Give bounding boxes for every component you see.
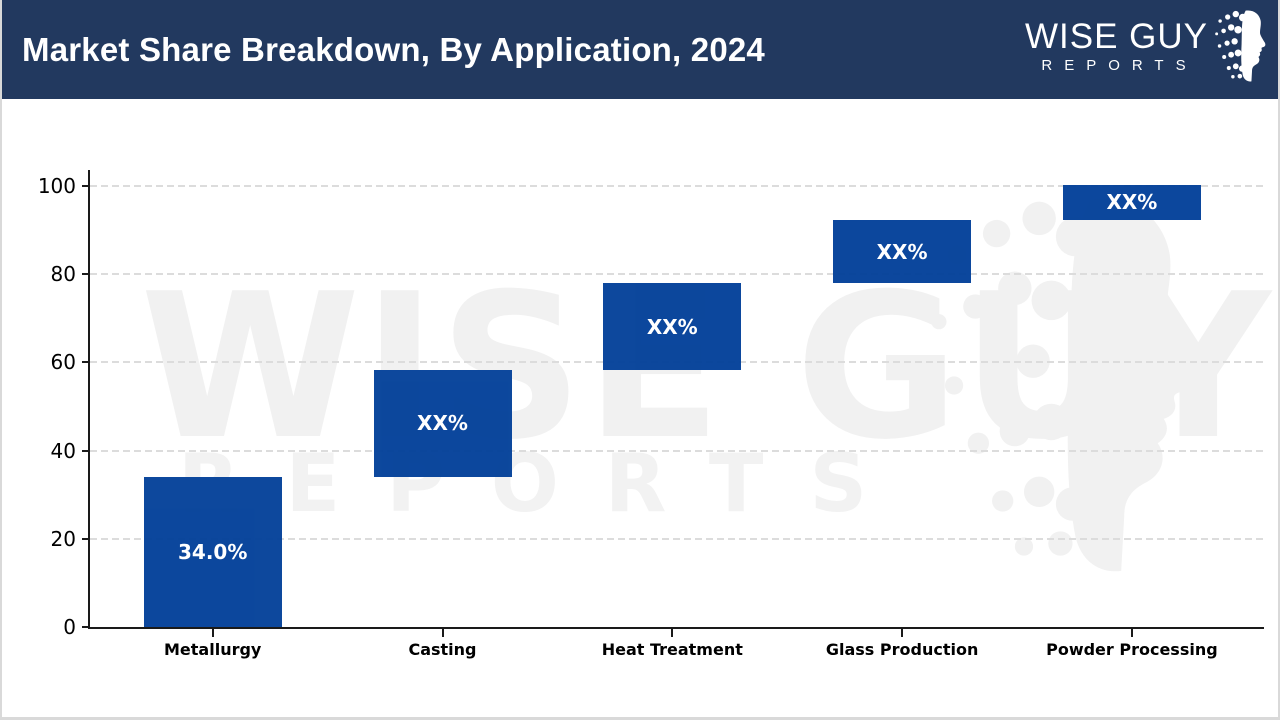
header-bar: Market Share Breakdown, By Application, … [2, 0, 1278, 99]
x-tick-3 [671, 629, 674, 637]
bar-value-label: XX% [646, 314, 698, 339]
x-category-label: Heat Treatment [601, 640, 743, 659]
bar-value-label: XX% [1106, 190, 1158, 215]
logo-wordmark: WISE GUY REPORTS [1025, 18, 1208, 74]
gridline-y20 [90, 537, 1264, 540]
x-category-label: Casting [408, 640, 477, 659]
y-tick-20 [82, 537, 90, 540]
y-tick-label-100: 100 [37, 174, 76, 198]
bar-glass-production: XX% [833, 219, 972, 284]
bar-value-label: 34.0% [177, 540, 248, 565]
y-tick-label-0: 0 [63, 615, 76, 639]
logo-wordmark-line2: REPORTS [1041, 56, 1198, 74]
y-tick-60 [82, 361, 90, 364]
gridline-y100 [90, 185, 1264, 187]
x-tick-1 [211, 629, 214, 637]
y-tick-label-80: 80 [50, 262, 76, 287]
x-tick-5 [1130, 629, 1133, 637]
x-category-label: Powder Processing [1046, 640, 1218, 659]
logo-wordmark-line1: WISE GUY [1024, 17, 1208, 57]
y-tick-100 [82, 185, 90, 187]
y-tick-label-20: 20 [50, 526, 76, 551]
page-title: Market Share Breakdown, By Application, … [22, 30, 765, 68]
bar-powder-processing: XX% [1062, 184, 1201, 220]
y-axis-spine [88, 170, 90, 629]
x-tick-4 [901, 629, 904, 637]
bar-value-label: XX% [417, 411, 468, 436]
x-tick-2 [441, 629, 444, 637]
brand-logo: WISE GUY REPORTS [1025, 6, 1270, 86]
gridline-y40 [90, 449, 1264, 452]
bar-value-label: XX% [876, 239, 928, 264]
y-tick-label-60: 60 [50, 350, 76, 375]
y-tick-0 [82, 626, 90, 628]
gridline-y80 [90, 273, 1264, 276]
bar-heat-treatment: XX% [603, 283, 742, 370]
x-axis-spine [88, 627, 1264, 629]
y-tick-label-40: 40 [50, 438, 76, 463]
x-category-label: Metallurgy [164, 640, 262, 659]
bar-metallurgy: 34.0% [143, 477, 282, 627]
x-category-label: Glass Production [825, 640, 979, 659]
bar-casting: XX% [373, 369, 512, 478]
face-profile-dots-icon [1212, 6, 1270, 86]
y-tick-80 [82, 273, 90, 276]
y-tick-40 [82, 449, 90, 452]
